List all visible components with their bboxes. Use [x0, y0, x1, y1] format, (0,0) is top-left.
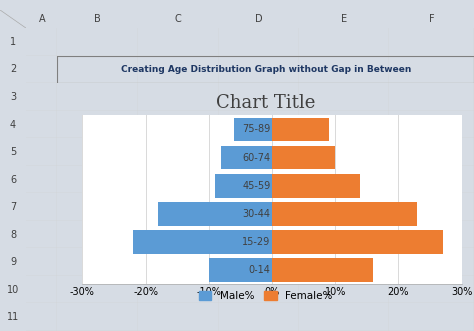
Text: C: C [175, 14, 182, 24]
Text: 10: 10 [7, 285, 19, 295]
Text: 5: 5 [10, 147, 16, 157]
Text: 0-14: 0-14 [249, 265, 271, 275]
Bar [133, 230, 272, 254]
Bar [215, 174, 272, 198]
Text: F: F [428, 14, 434, 24]
Text: 8: 8 [10, 230, 16, 240]
Text: Creating Age Distribution Graph without Gap in Between: Creating Age Distribution Graph without … [120, 65, 411, 74]
Bar [272, 118, 329, 141]
Text: E: E [341, 14, 347, 24]
Bar [158, 202, 272, 226]
Text: D: D [255, 14, 263, 24]
Bar [272, 258, 373, 282]
Text: B: B [94, 14, 101, 24]
Text: 9: 9 [10, 257, 16, 267]
Bar [221, 146, 272, 169]
Text: 6: 6 [10, 174, 16, 185]
Text: Chart Title: Chart Title [216, 94, 315, 112]
Bar [272, 202, 417, 226]
Text: 2: 2 [10, 65, 16, 74]
Text: 4: 4 [10, 119, 16, 129]
Text: 7: 7 [10, 202, 16, 212]
Text: 15-29: 15-29 [242, 237, 271, 247]
Bar [272, 174, 360, 198]
Legend: Male%, Female%: Male%, Female% [194, 287, 337, 306]
Text: 75-89: 75-89 [242, 124, 271, 134]
Text: 3: 3 [10, 92, 16, 102]
Bar [272, 230, 443, 254]
Text: A: A [38, 14, 45, 24]
Text: 60-74: 60-74 [243, 153, 271, 163]
Bar [272, 146, 335, 169]
Bar [209, 258, 272, 282]
Text: 45-59: 45-59 [242, 181, 271, 191]
Text: 30-44: 30-44 [243, 209, 271, 219]
Bar [234, 118, 272, 141]
Text: 11: 11 [7, 312, 19, 322]
Text: 1: 1 [10, 37, 16, 47]
